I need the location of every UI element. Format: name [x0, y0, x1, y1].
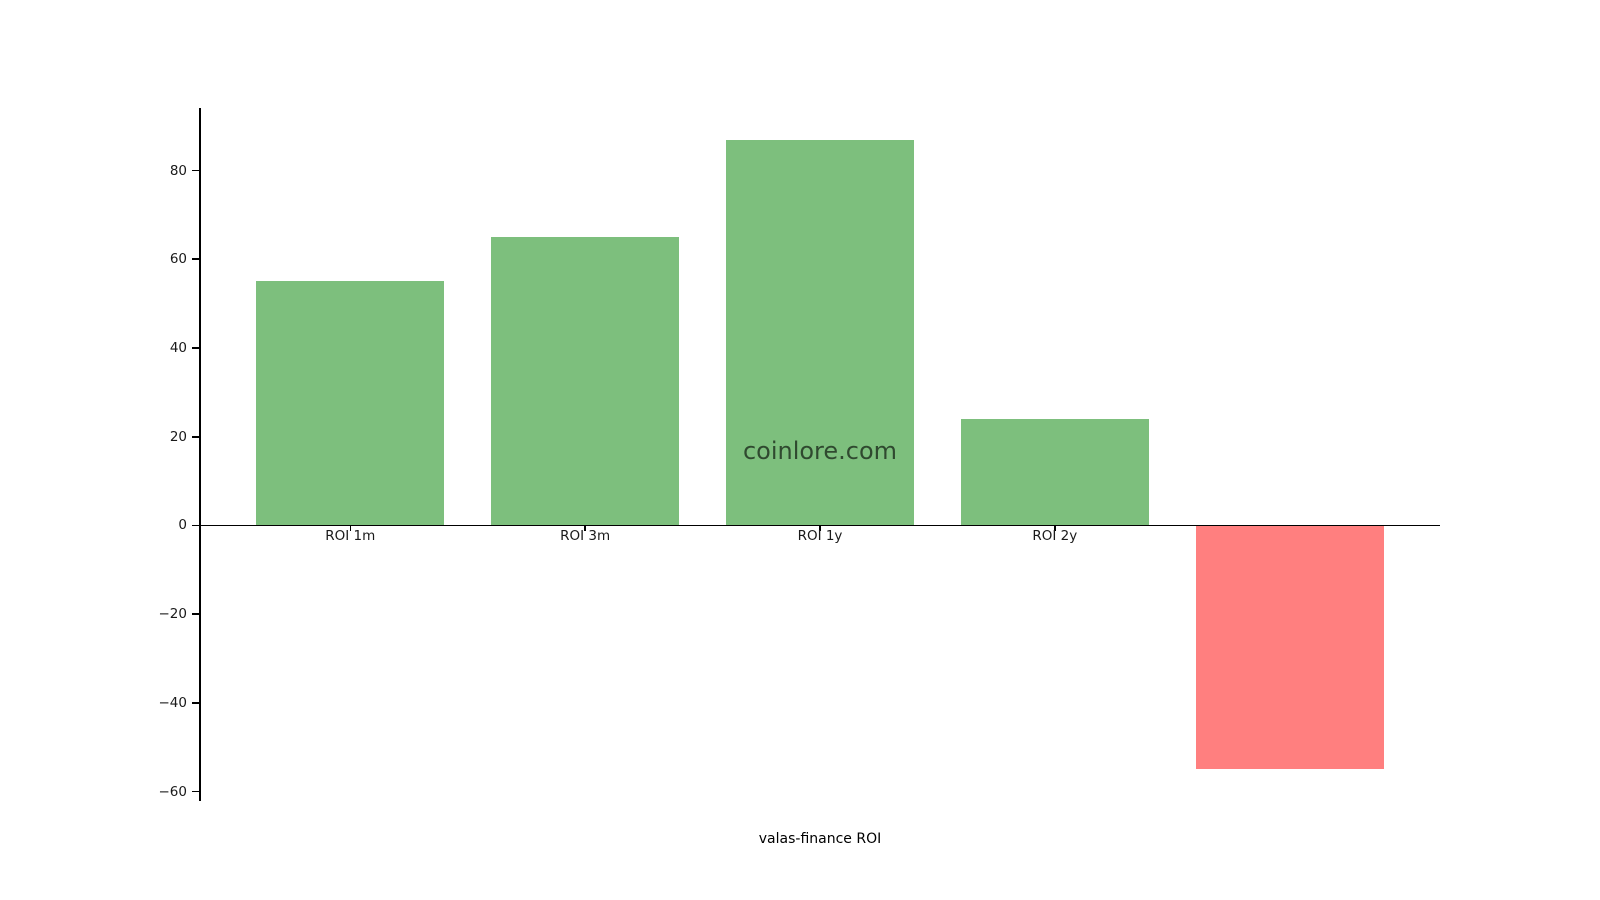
- x-tick-mark: [1054, 526, 1056, 531]
- y-tick-label: −40: [158, 694, 188, 711]
- y-tick-mark: [191, 613, 199, 615]
- y-tick-mark: [191, 790, 199, 793]
- y-tick-mark: [191, 435, 199, 438]
- bar-roi-1m: [256, 281, 445, 526]
- chart-bottom-label: valas-finance ROI: [758, 831, 882, 847]
- y-tick-mark: [191, 258, 199, 261]
- x-tick-mark: [349, 526, 352, 531]
- y-tick-label: 20: [169, 428, 187, 445]
- x-category-label: ROI 2y: [1032, 527, 1078, 544]
- watermark-text: coinlore.com: [742, 437, 898, 465]
- y-tick-label: 60: [169, 251, 187, 268]
- bar-roi-2y: [960, 419, 1149, 526]
- bar-4: [1195, 525, 1384, 770]
- y-tick-mark: [191, 524, 199, 527]
- bar-roi-1y: [726, 139, 914, 526]
- y-tick-label: 0: [178, 517, 187, 534]
- x-category-label: ROI 3m: [560, 527, 611, 544]
- x-tick-mark: [584, 526, 586, 531]
- y-axis-spine: [198, 108, 201, 801]
- bar-roi-3m: [491, 237, 680, 526]
- y-tick-label: −20: [158, 606, 188, 623]
- x-category-label: ROI 1m: [325, 527, 376, 544]
- x-category-label: ROI 1y: [797, 527, 843, 544]
- y-tick-label: 40: [169, 340, 187, 357]
- y-tick-mark: [191, 169, 199, 172]
- y-tick-label: 80: [169, 162, 187, 179]
- y-tick-mark: [191, 702, 199, 704]
- y-tick-mark: [191, 347, 199, 349]
- x-axis-zero-line: [200, 524, 1440, 527]
- y-tick-label: −60: [158, 783, 188, 800]
- x-tick-mark: [819, 526, 821, 531]
